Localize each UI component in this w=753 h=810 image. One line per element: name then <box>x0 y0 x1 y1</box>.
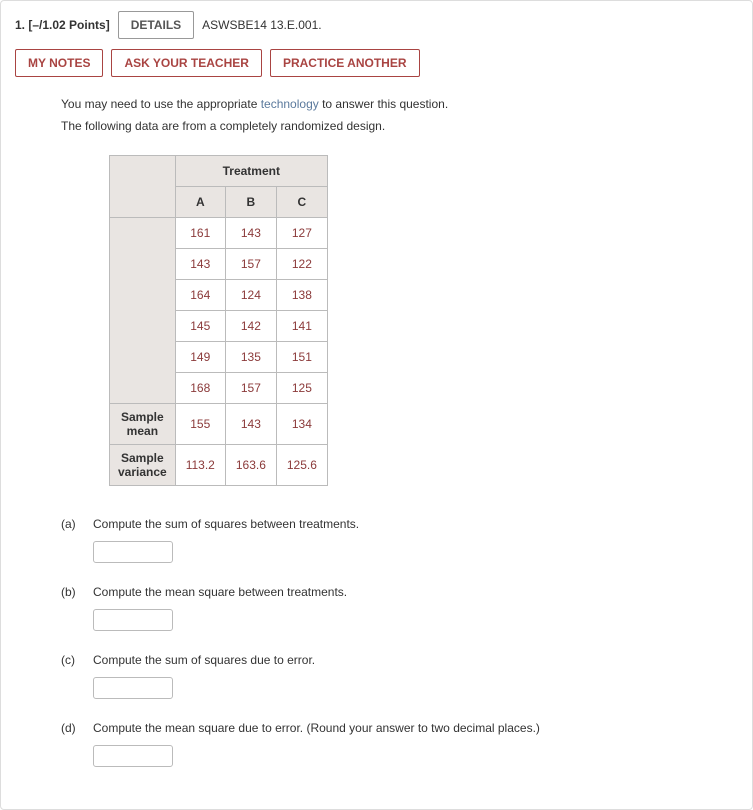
cell: 168 <box>175 373 225 404</box>
part-b-text: Compute the mean square between treatmen… <box>93 585 347 599</box>
sample-variance-row: Sample variance 113.2 163.6 125.6 <box>110 445 328 486</box>
cell: 113.2 <box>175 445 225 486</box>
cell: 125.6 <box>276 445 327 486</box>
intro-line-2: The following data are from a completely… <box>61 119 738 133</box>
cell: 127 <box>276 218 327 249</box>
part-d-input[interactable] <box>93 745 173 767</box>
question-number: 1. [–/1.02 Points] <box>15 18 110 32</box>
cell: 161 <box>175 218 225 249</box>
table-row: 161 143 127 <box>110 218 328 249</box>
intro-line-1: You may need to use the appropriate tech… <box>61 97 738 111</box>
data-table: Treatment A B C 161 143 127 143 157 122 <box>109 155 328 486</box>
cell: 135 <box>225 342 276 373</box>
part-c: (c) Compute the sum of squares due to er… <box>61 653 738 699</box>
cell: 134 <box>276 404 327 445</box>
cell: 124 <box>225 280 276 311</box>
row-blank-header <box>110 218 176 404</box>
technology-link[interactable]: technology <box>261 97 319 111</box>
treatment-header: Treatment <box>175 156 327 187</box>
cell: 142 <box>225 311 276 342</box>
col-b-header: B <box>225 187 276 218</box>
cell: 138 <box>276 280 327 311</box>
practice-another-button[interactable]: PRACTICE ANOTHER <box>270 49 420 77</box>
cell: 151 <box>276 342 327 373</box>
cell: 157 <box>225 249 276 280</box>
part-d: (d) Compute the mean square due to error… <box>61 721 738 767</box>
part-b-input[interactable] <box>93 609 173 631</box>
part-d-label: (d) <box>61 721 83 735</box>
cell: 125 <box>276 373 327 404</box>
part-a-text: Compute the sum of squares between treat… <box>93 517 359 531</box>
ask-teacher-button[interactable]: ASK YOUR TEACHER <box>111 49 261 77</box>
cell: 157 <box>225 373 276 404</box>
cell: 141 <box>276 311 327 342</box>
part-b: (b) Compute the mean square between trea… <box>61 585 738 631</box>
sample-mean-label: Sample mean <box>110 404 176 445</box>
data-table-wrap: Treatment A B C 161 143 127 143 157 122 <box>109 155 328 486</box>
sample-mean-row: Sample mean 155 143 134 <box>110 404 328 445</box>
cell: 143 <box>175 249 225 280</box>
part-c-text: Compute the sum of squares due to error. <box>93 653 315 667</box>
cell: 143 <box>225 218 276 249</box>
cell: 163.6 <box>225 445 276 486</box>
part-c-label: (c) <box>61 653 83 667</box>
part-c-input[interactable] <box>93 677 173 699</box>
my-notes-button[interactable]: MY NOTES <box>15 49 103 77</box>
cell: 145 <box>175 311 225 342</box>
part-a-input[interactable] <box>93 541 173 563</box>
question-header: 1. [–/1.02 Points] DETAILS ASWSBE14 13.E… <box>15 11 738 39</box>
part-b-label: (b) <box>61 585 83 599</box>
table-blank-header <box>110 156 176 218</box>
question-container: 1. [–/1.02 Points] DETAILS ASWSBE14 13.E… <box>0 0 753 810</box>
cell: 149 <box>175 342 225 373</box>
col-c-header: C <box>276 187 327 218</box>
question-source: ASWSBE14 13.E.001. <box>202 18 321 32</box>
cell: 122 <box>276 249 327 280</box>
question-parts: (a) Compute the sum of squares between t… <box>61 517 738 767</box>
col-a-header: A <box>175 187 225 218</box>
cell: 143 <box>225 404 276 445</box>
details-button[interactable]: DETAILS <box>118 11 194 39</box>
sample-variance-label: Sample variance <box>110 445 176 486</box>
part-a: (a) Compute the sum of squares between t… <box>61 517 738 563</box>
action-buttons: MY NOTES ASK YOUR TEACHER PRACTICE ANOTH… <box>15 49 738 77</box>
cell: 155 <box>175 404 225 445</box>
part-d-text: Compute the mean square due to error. (R… <box>93 721 540 735</box>
part-a-label: (a) <box>61 517 83 531</box>
question-content: You may need to use the appropriate tech… <box>15 77 738 767</box>
cell: 164 <box>175 280 225 311</box>
